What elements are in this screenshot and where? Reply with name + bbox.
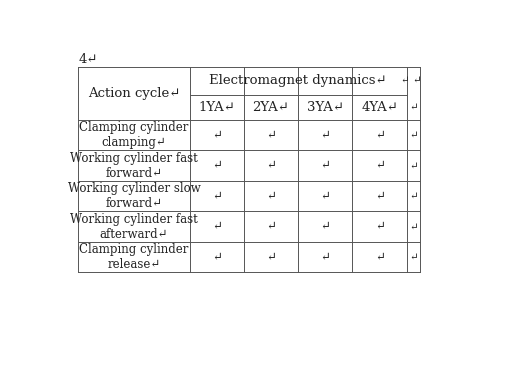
Text: ↵: ↵ xyxy=(375,190,384,203)
Text: ↵: ↵ xyxy=(266,129,276,142)
Text: 3YA↵: 3YA↵ xyxy=(307,101,344,114)
Text: ↵: ↵ xyxy=(375,220,384,233)
Text: 1YA↵: 1YA↵ xyxy=(198,101,235,114)
Text: ↵: ↵ xyxy=(212,129,222,142)
Text: Clamping cylinder
release↵: Clamping cylinder release↵ xyxy=(79,243,189,271)
Text: ↵ ↵: ↵ ↵ xyxy=(401,76,422,85)
Text: ↵: ↵ xyxy=(320,190,330,203)
Text: ↵: ↵ xyxy=(409,192,418,200)
Text: ↵: ↵ xyxy=(375,159,384,172)
Text: Working cylinder fast
forward↵: Working cylinder fast forward↵ xyxy=(70,152,198,180)
Text: ↵: ↵ xyxy=(266,190,276,203)
Text: ↵: ↵ xyxy=(266,159,276,172)
Text: ↵: ↵ xyxy=(320,159,330,172)
Text: ↵: ↵ xyxy=(212,190,222,203)
Text: ↵: ↵ xyxy=(409,103,418,112)
Text: ↵: ↵ xyxy=(409,131,418,140)
Text: Working cylinder fast
afterward↵: Working cylinder fast afterward↵ xyxy=(70,213,198,241)
Text: ↵: ↵ xyxy=(409,253,418,262)
Text: ↵: ↵ xyxy=(320,250,330,263)
Text: ↵: ↵ xyxy=(375,250,384,263)
Text: 4↵: 4↵ xyxy=(78,53,98,66)
Text: ↵: ↵ xyxy=(212,220,222,233)
Text: ↵: ↵ xyxy=(266,250,276,263)
Text: ↵: ↵ xyxy=(320,220,330,233)
Text: ↵: ↵ xyxy=(212,159,222,172)
Text: ↵: ↵ xyxy=(375,129,384,142)
Text: 2YA↵: 2YA↵ xyxy=(253,101,289,114)
Text: Working cylinder slow
forward↵: Working cylinder slow forward↵ xyxy=(68,182,200,210)
Text: Electromagnet dynamics↵: Electromagnet dynamics↵ xyxy=(209,74,387,87)
Text: Action cycle↵: Action cycle↵ xyxy=(88,87,180,100)
Text: ↵: ↵ xyxy=(409,222,418,231)
Text: ↵: ↵ xyxy=(320,129,330,142)
Text: ↵: ↵ xyxy=(212,250,222,263)
Text: 4YA↵: 4YA↵ xyxy=(361,101,398,114)
Text: Clamping cylinder
clamping↵: Clamping cylinder clamping↵ xyxy=(79,121,189,149)
Text: ↵: ↵ xyxy=(266,220,276,233)
Text: ↵: ↵ xyxy=(409,161,418,170)
